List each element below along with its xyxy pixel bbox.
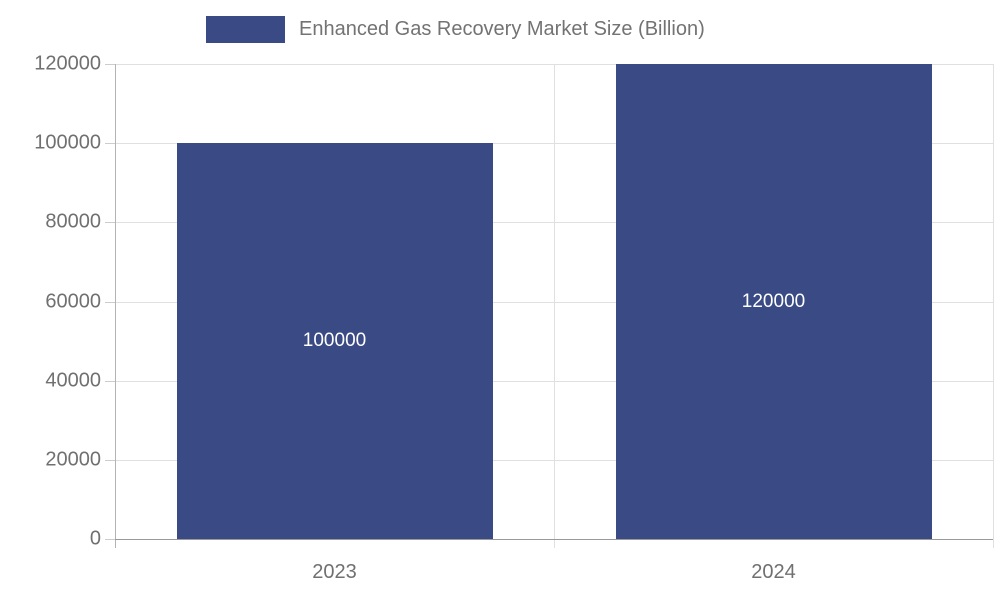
y-axis-tick <box>105 539 115 540</box>
bar-2024[interactable] <box>615 64 932 539</box>
category-boundary-gridline <box>993 64 994 548</box>
y-axis-line <box>115 64 116 548</box>
x-axis-category-label: 2024 <box>751 561 796 583</box>
category-boundary-gridline <box>554 64 555 548</box>
y-axis-tick-label: 20000 <box>45 448 101 471</box>
y-axis-tick <box>105 64 115 65</box>
legend-swatch <box>206 16 285 43</box>
bar-2023[interactable] <box>176 143 493 539</box>
x-axis-line <box>115 539 993 540</box>
y-axis-tick-label: 100000 <box>34 131 101 154</box>
bar-value-label: 100000 <box>302 330 367 352</box>
y-axis-tick-label: 80000 <box>45 210 101 233</box>
y-axis-tick <box>105 459 115 461</box>
y-axis-tick <box>105 380 115 382</box>
y-axis-tick <box>105 222 115 224</box>
y-axis-tick-label: 40000 <box>45 369 101 392</box>
legend[interactable]: Enhanced Gas Recovery Market Size (Billi… <box>206 16 705 43</box>
y-axis-tick <box>105 143 115 145</box>
y-axis-tick-label: 60000 <box>45 290 101 312</box>
y-axis-tick-label: 0 <box>89 527 101 550</box>
bar-value-label: 120000 <box>741 290 806 312</box>
y-axis-tick <box>105 301 115 303</box>
legend-label: Enhanced Gas Recovery Market Size (Billi… <box>299 18 705 40</box>
x-axis-category-label: 2023 <box>312 561 357 583</box>
y-axis-tick-label: 120000 <box>34 52 101 75</box>
